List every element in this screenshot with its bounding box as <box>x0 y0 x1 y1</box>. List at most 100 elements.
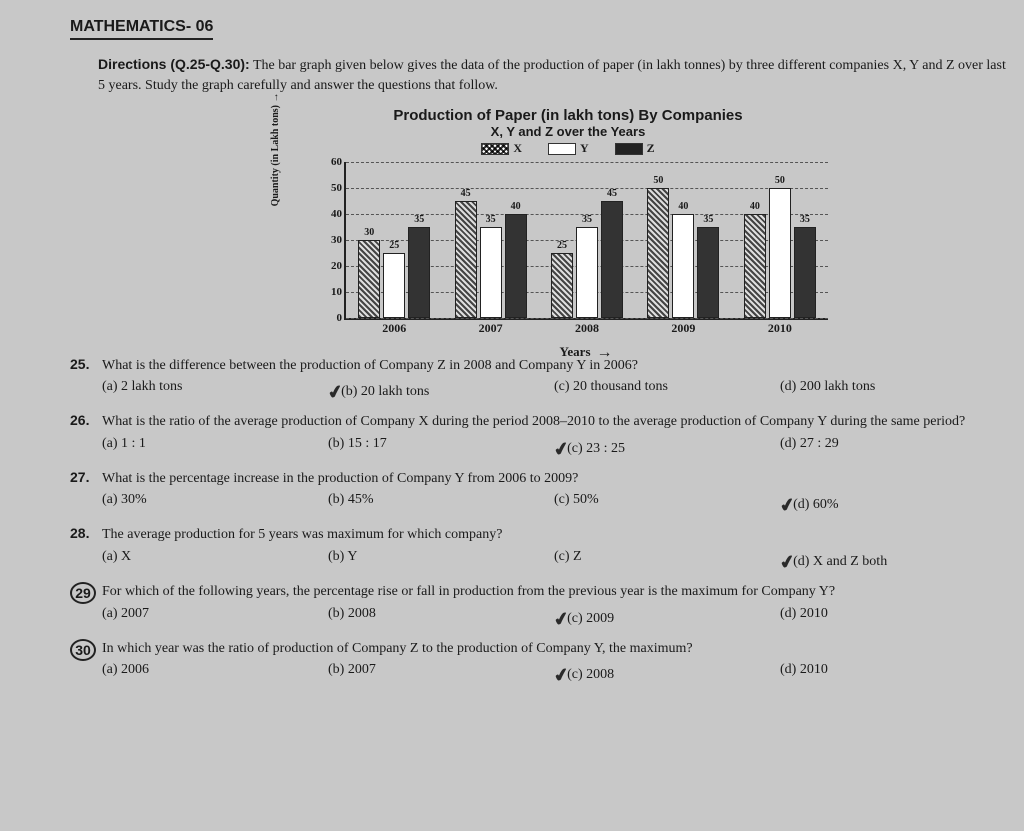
x-tick-label: 2007 <box>479 318 503 336</box>
bar-value-label: 40 <box>750 201 760 212</box>
legend-swatch-y <box>548 143 576 155</box>
bar-group: 5040352009 <box>635 162 731 318</box>
bar-value-label: 50 <box>775 175 785 186</box>
option-text: 2007 <box>121 606 149 621</box>
option: (a) 2 lakh tons <box>102 379 328 400</box>
option-text: 27 : 29 <box>800 436 839 451</box>
bar-value-label: 40 <box>678 201 688 212</box>
option-text: 1 : 1 <box>121 436 146 451</box>
bar-z: 40 <box>505 214 527 318</box>
section-heading: MATHEMATICS- 06 <box>70 18 213 40</box>
option: (d) 2010 <box>780 662 1006 683</box>
question-number: 30 <box>70 639 102 684</box>
option-text: 2010 <box>800 662 828 677</box>
option: (d) 2010 <box>780 606 1006 627</box>
bar-y: 25 <box>383 253 405 318</box>
bar-x: 45 <box>455 201 477 318</box>
bar-y: 40 <box>672 214 694 318</box>
question-number: 25. <box>70 356 102 401</box>
options-row: (a) X(b) Y(c) Z✔(d) X and Z both <box>102 549 1006 570</box>
question: 29 For which of the following years, the … <box>70 582 1006 627</box>
chart-subtitle: X, Y and Z over the Years <box>491 124 646 139</box>
question-stem: What is the percentage increase in the p… <box>102 469 1006 489</box>
question-number-circled: 29 <box>70 582 96 604</box>
chart-title: Production of Paper (in lakh tons) By Co… <box>393 107 742 124</box>
options-row: (a) 2007(b) 2008✔(c) 2009(d) 2010 <box>102 606 1006 627</box>
chart-legend: X Y Z <box>481 141 654 156</box>
bar-y: 35 <box>576 227 598 318</box>
y-tick-label: 10 <box>331 286 346 298</box>
bar-x: 40 <box>744 214 766 318</box>
option: (b) 45% <box>328 492 554 513</box>
question-body: For which of the following years, the pe… <box>102 582 1006 627</box>
option-text: Y <box>347 549 357 564</box>
x-tick-label: 2009 <box>671 318 695 336</box>
option-text: 2010 <box>800 606 828 621</box>
option: (a) 1 : 1 <box>102 436 328 457</box>
option-text: 60% <box>813 497 839 512</box>
bar-value-label: 45 <box>461 188 471 199</box>
bar-z: 45 <box>601 201 623 318</box>
y-axis-label: Quantity (in Lakh tons) → <box>270 92 281 206</box>
option-key: (d) <box>780 662 800 677</box>
option-text: 50% <box>573 492 599 507</box>
option: (b) Y <box>328 549 554 570</box>
option-text: 2008 <box>586 667 614 682</box>
option-text: 2006 <box>121 662 149 677</box>
option: ✔(c) 2009 <box>554 606 780 627</box>
bar-z: 35 <box>794 227 816 318</box>
option: (c) 20 thousand tons <box>554 379 780 400</box>
question-number: 27. <box>70 469 102 514</box>
y-tick-label: 50 <box>331 182 346 194</box>
bar-group: 2535452008 <box>539 162 635 318</box>
question-body: What is the percentage increase in the p… <box>102 469 1006 514</box>
y-tick-label: 0 <box>337 312 347 324</box>
question-stem: What is the ratio of the average product… <box>102 412 1006 432</box>
option-text: Z <box>573 549 582 564</box>
bar-value-label: 25 <box>389 240 399 251</box>
option-key: (a) <box>102 492 121 507</box>
option-key: (b) <box>328 549 347 564</box>
question-stem: The average production for 5 years was m… <box>102 525 1006 545</box>
option-key: (b) <box>328 492 348 507</box>
option-key: (a) <box>102 549 121 564</box>
x-tick-label: 2006 <box>382 318 406 336</box>
option-key: (b) <box>328 662 348 677</box>
option-text: 200 lakh tons <box>800 379 875 394</box>
bar-group: 4050352010 <box>732 162 828 318</box>
options-row: (a) 30%(b) 45%(c) 50%✔(d) 60% <box>102 492 1006 513</box>
bar-z: 35 <box>697 227 719 318</box>
bar-x: 30 <box>358 240 380 318</box>
question-number: 28. <box>70 525 102 570</box>
bar-x: 25 <box>551 253 573 318</box>
option-key: (a) <box>102 662 121 677</box>
legend-swatch-x <box>481 143 509 155</box>
bar-value-label: 40 <box>511 201 521 212</box>
option: ✔(b) 20 lakh tons <box>328 379 554 400</box>
option-text: 15 : 17 <box>348 436 387 451</box>
option-text: 2007 <box>348 662 376 677</box>
option: (c) Z <box>554 549 780 570</box>
option-key: (c) <box>554 492 573 507</box>
bar-value-label: 30 <box>364 227 374 238</box>
bar-group: 4535402007 <box>442 162 538 318</box>
option-key: (d) <box>780 436 800 451</box>
option: (a) 2007 <box>102 606 328 627</box>
question: 26.What is the ratio of the average prod… <box>70 412 1006 457</box>
question: 25.What is the difference between the pr… <box>70 356 1006 401</box>
option-key: (b) <box>328 606 348 621</box>
option: ✔(d) X and Z both <box>780 549 1006 570</box>
bar-y: 35 <box>480 227 502 318</box>
option: (b) 2007 <box>328 662 554 683</box>
question-body: What is the difference between the produ… <box>102 356 1006 401</box>
question-number-circled: 30 <box>70 639 96 661</box>
bar-value-label: 35 <box>800 214 810 225</box>
bar-value-label: 25 <box>557 240 567 251</box>
legend-swatch-z <box>615 143 643 155</box>
chart-bars: 3025352006453540200725354520085040352009… <box>346 162 828 318</box>
options-row: (a) 2 lakh tons✔(b) 20 lakh tons(c) 20 t… <box>102 379 1006 400</box>
options-row: (a) 1 : 1(b) 15 : 17✔(c) 23 : 25(d) 27 :… <box>102 436 1006 457</box>
option: (c) 50% <box>554 492 780 513</box>
option: (b) 2008 <box>328 606 554 627</box>
option: (d) 27 : 29 <box>780 436 1006 457</box>
